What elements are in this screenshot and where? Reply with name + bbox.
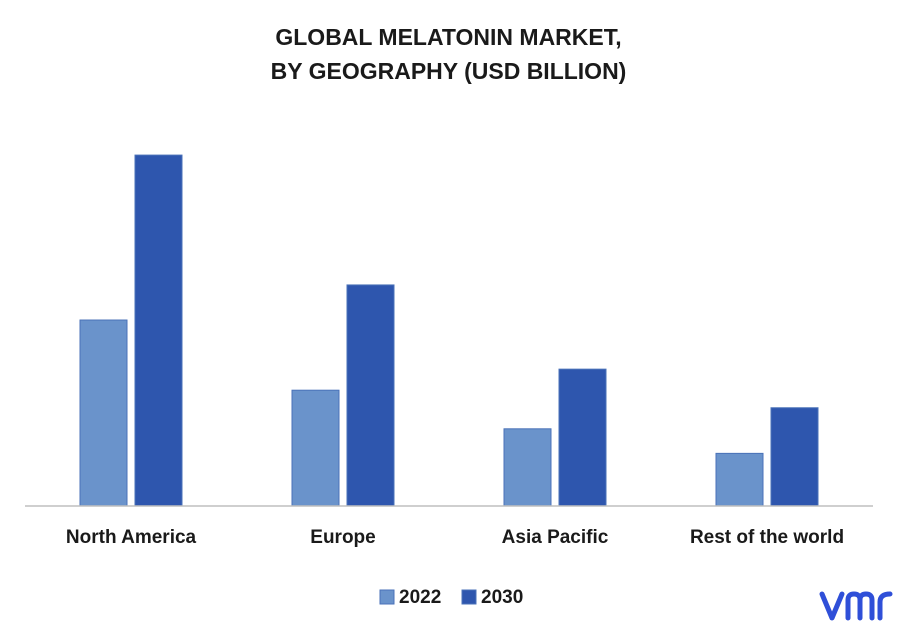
legend-label-2022: 2022 <box>399 587 441 608</box>
category-label-north-america: North America <box>66 527 197 548</box>
bars-layer <box>79 154 819 507</box>
bar-asia-pacific-2022 <box>503 428 552 507</box>
bar-north-america-2030 <box>134 154 183 507</box>
chart-title-line-2: BY GEOGRAPHY (USD BILLION) <box>270 58 627 84</box>
legend-label-2030: 2030 <box>481 587 523 608</box>
legend-swatch-2030 <box>461 589 477 605</box>
category-label-rest-of-the-world: Rest of the world <box>690 527 844 548</box>
bar-asia-pacific-2030 <box>558 368 607 507</box>
category-label-asia-pacific: Asia Pacific <box>502 527 609 548</box>
bar-rest-of-the-world-2030 <box>770 407 819 507</box>
category-label-europe: Europe <box>310 527 375 548</box>
bar-europe-2030 <box>346 284 395 507</box>
bar-rest-of-the-world-2022 <box>715 452 764 507</box>
vmr-logo <box>819 591 893 621</box>
legend-swatch-2022 <box>379 589 395 605</box>
chart-title-line-1: GLOBAL MELATONIN MARKET, <box>275 24 622 50</box>
chart-title: GLOBAL MELATONIN MARKET, BY GEOGRAPHY (U… <box>0 20 897 88</box>
legend: 2022 2030 <box>379 587 523 608</box>
bar-europe-2022 <box>291 389 340 507</box>
bar-north-america-2022 <box>79 319 128 507</box>
category-labels: North America Europe Asia Pacific Rest of t… <box>66 527 844 548</box>
